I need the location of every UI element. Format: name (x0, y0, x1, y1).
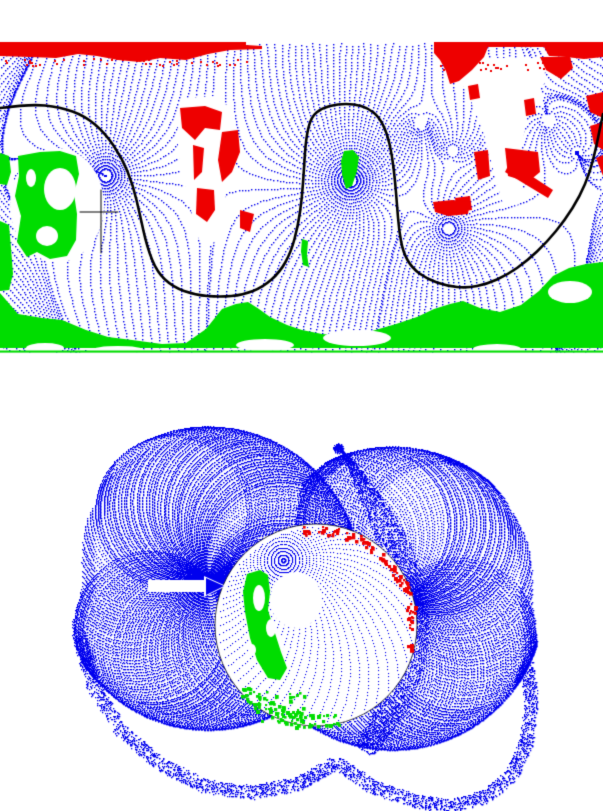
solar-fieldline-figure (0, 0, 603, 811)
fieldline-plot-canvas (0, 0, 603, 811)
